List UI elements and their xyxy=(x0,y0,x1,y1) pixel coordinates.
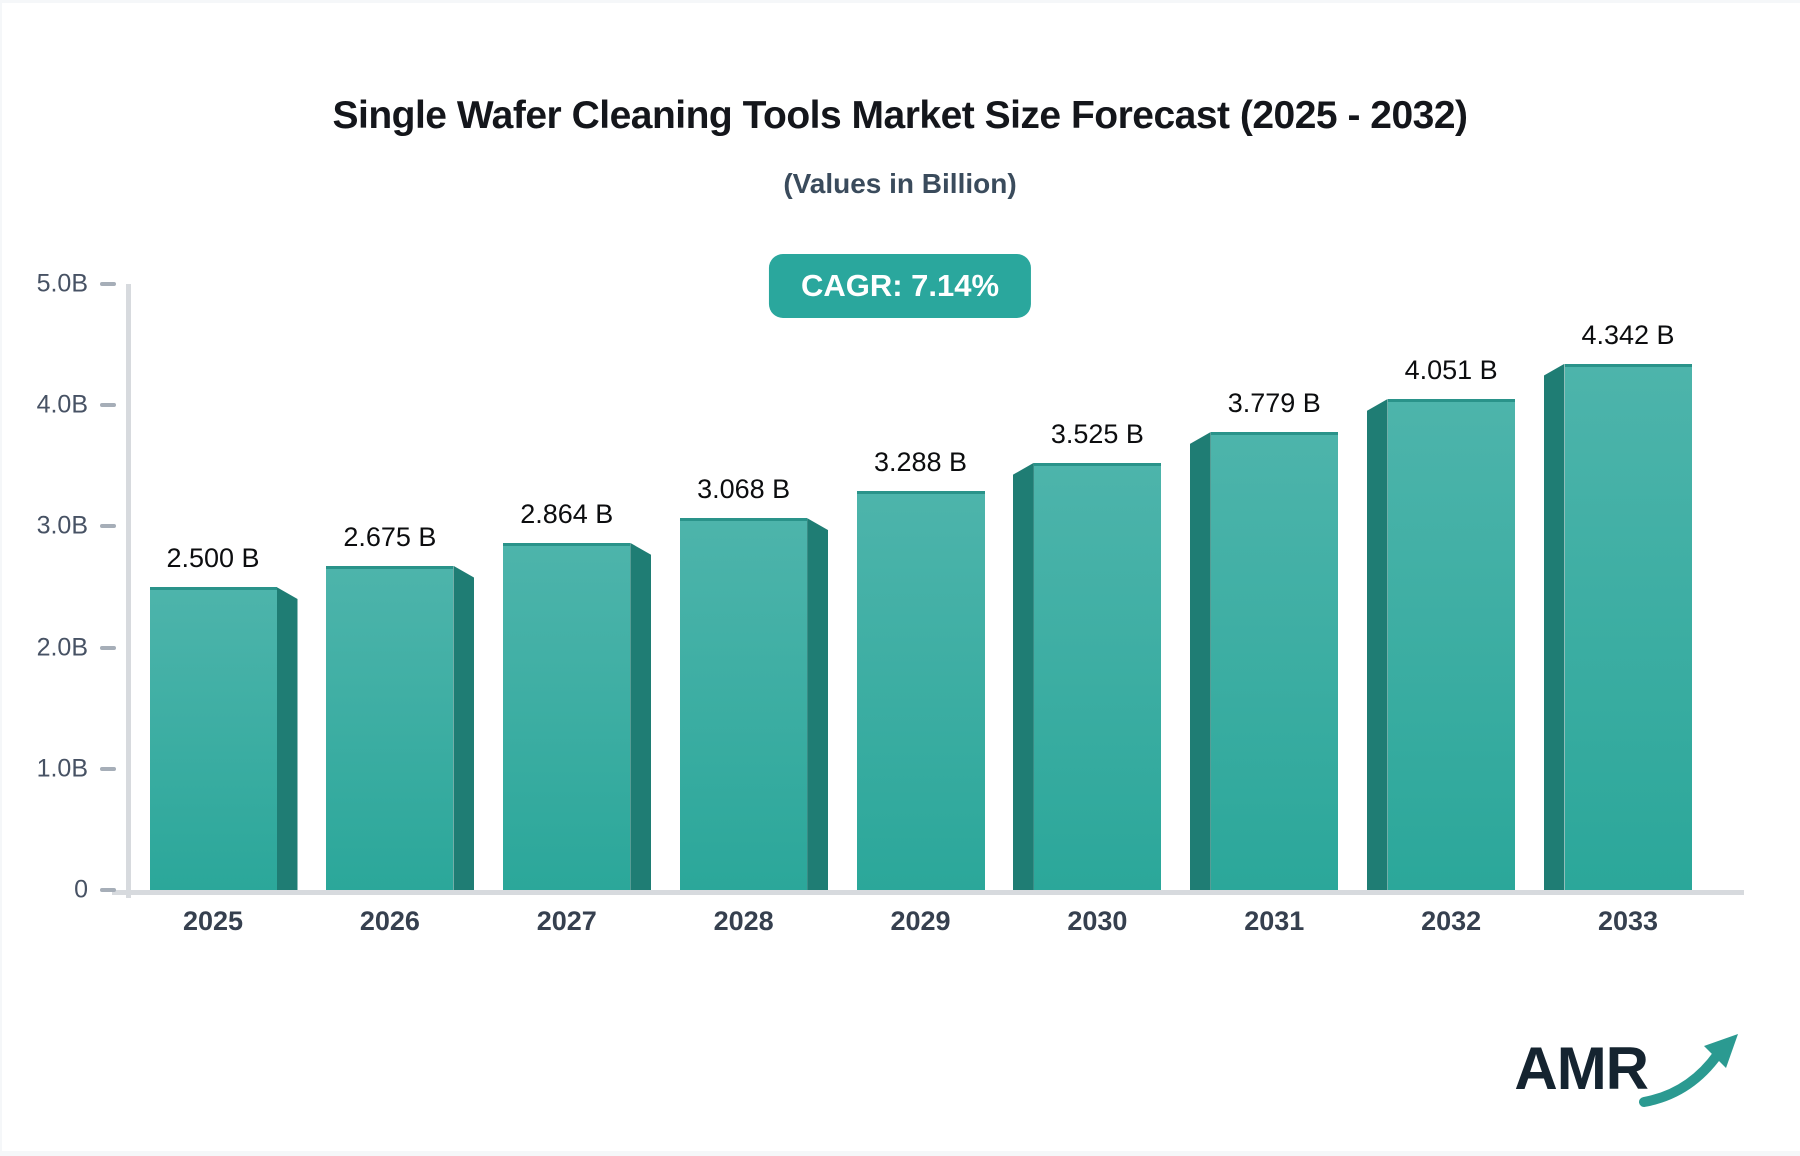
page-edge-top xyxy=(0,0,1800,3)
y-axis-tick-label: 3.0B xyxy=(36,511,88,540)
bar-side-face-2026 xyxy=(453,565,475,890)
bar-2025 xyxy=(149,587,277,890)
x-axis-label-2030: 2030 xyxy=(1067,906,1128,936)
bar-value-label-2029: 3.288 B xyxy=(873,447,968,478)
bar-side-face-2028 xyxy=(807,518,829,890)
bar-2033 xyxy=(1564,363,1692,890)
bar-side-face-2025 xyxy=(276,587,298,890)
bar-side-face-2027 xyxy=(630,542,652,890)
trending-up-arrow-icon xyxy=(1639,1034,1738,1107)
cagr-badge: CAGR: 7.14% xyxy=(768,254,1032,318)
bar-value-label-2028: 3.068 B xyxy=(697,474,791,505)
page-edge-left xyxy=(0,0,2,1156)
x-axis-label-2028: 2028 xyxy=(713,906,774,936)
y-axis-tick xyxy=(100,888,116,892)
amr-logo-text: AMR xyxy=(1514,1035,1649,1102)
bar-value-label-2032: 4.051 B xyxy=(1404,355,1498,386)
x-axis-label-2027: 2027 xyxy=(536,906,597,936)
y-axis-tick-label: 1.0B xyxy=(36,754,88,783)
y-axis-tick xyxy=(100,645,116,650)
chart-subtitle: (Values in Billion) xyxy=(783,168,1017,199)
bar-2032 xyxy=(1387,399,1515,890)
bar-side-face-2033 xyxy=(1543,363,1565,890)
bar-value-label-2033: 4.342 B xyxy=(1581,319,1675,350)
x-axis-label-2033: 2033 xyxy=(1597,906,1659,936)
x-axis-label-2029: 2029 xyxy=(890,906,951,936)
x-axis-label-2026: 2026 xyxy=(359,906,420,936)
bar-value-label-2030: 3.525 B xyxy=(1050,418,1144,449)
y-axis-tick xyxy=(100,403,116,408)
bar-side-face-2032 xyxy=(1366,399,1388,890)
y-axis-tick xyxy=(100,766,116,771)
y-axis-tick xyxy=(100,282,116,286)
bar-2031 xyxy=(1210,431,1338,890)
y-axis-tick-label: 4.0B xyxy=(36,390,88,419)
bar-2028 xyxy=(680,518,808,890)
y-axis-tick-label: 5.0B xyxy=(36,269,88,298)
amr-logo: AMR xyxy=(1514,1026,1742,1112)
bar-value-label-2027: 2.864 B xyxy=(520,498,614,529)
bar-2030 xyxy=(1033,462,1161,890)
y-axis-tick-label: 2.0B xyxy=(36,633,88,662)
x-axis-label-2031: 2031 xyxy=(1244,906,1305,936)
x-axis-label-2025: 2025 xyxy=(182,906,244,936)
bar-value-label-2026: 2.675 B xyxy=(343,521,437,552)
bar-value-label-2031: 3.779 B xyxy=(1227,387,1321,418)
y-axis-line xyxy=(126,284,131,898)
x-axis-line xyxy=(112,890,1744,895)
cagr-badge-label: CAGR: 7.14% xyxy=(800,268,1000,303)
chart-title: Single Wafer Cleaning Tools Market Size … xyxy=(332,94,1468,137)
y-axis-tick-label: 0 xyxy=(74,875,88,904)
page-edge-bottom xyxy=(0,1151,1800,1156)
bar-2029 xyxy=(856,491,985,890)
bar-side-face-2030 xyxy=(1012,462,1034,890)
x-axis-label-2032: 2032 xyxy=(1421,906,1482,936)
bar-2027 xyxy=(503,542,631,890)
bar-value-label-2025: 2.500 B xyxy=(166,543,260,573)
bar-side-face-2031 xyxy=(1189,431,1211,890)
bar-2026 xyxy=(326,565,454,890)
y-axis-tick xyxy=(100,524,116,529)
